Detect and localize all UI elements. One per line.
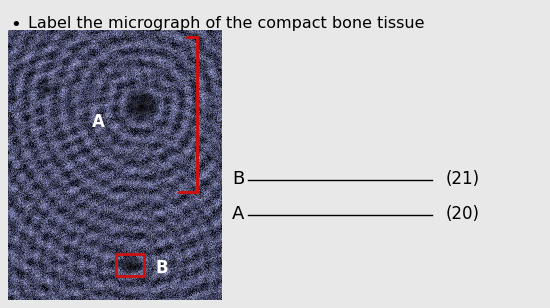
Text: (21): (21) <box>446 170 480 188</box>
Text: •: • <box>10 16 21 34</box>
Text: A: A <box>91 113 104 131</box>
Text: B: B <box>156 259 168 277</box>
Text: (20): (20) <box>446 205 480 223</box>
Text: A: A <box>232 205 244 223</box>
Text: Label the micrograph of the compact bone tissue: Label the micrograph of the compact bone… <box>28 16 425 31</box>
Bar <box>116 254 144 276</box>
Text: B: B <box>232 170 244 188</box>
